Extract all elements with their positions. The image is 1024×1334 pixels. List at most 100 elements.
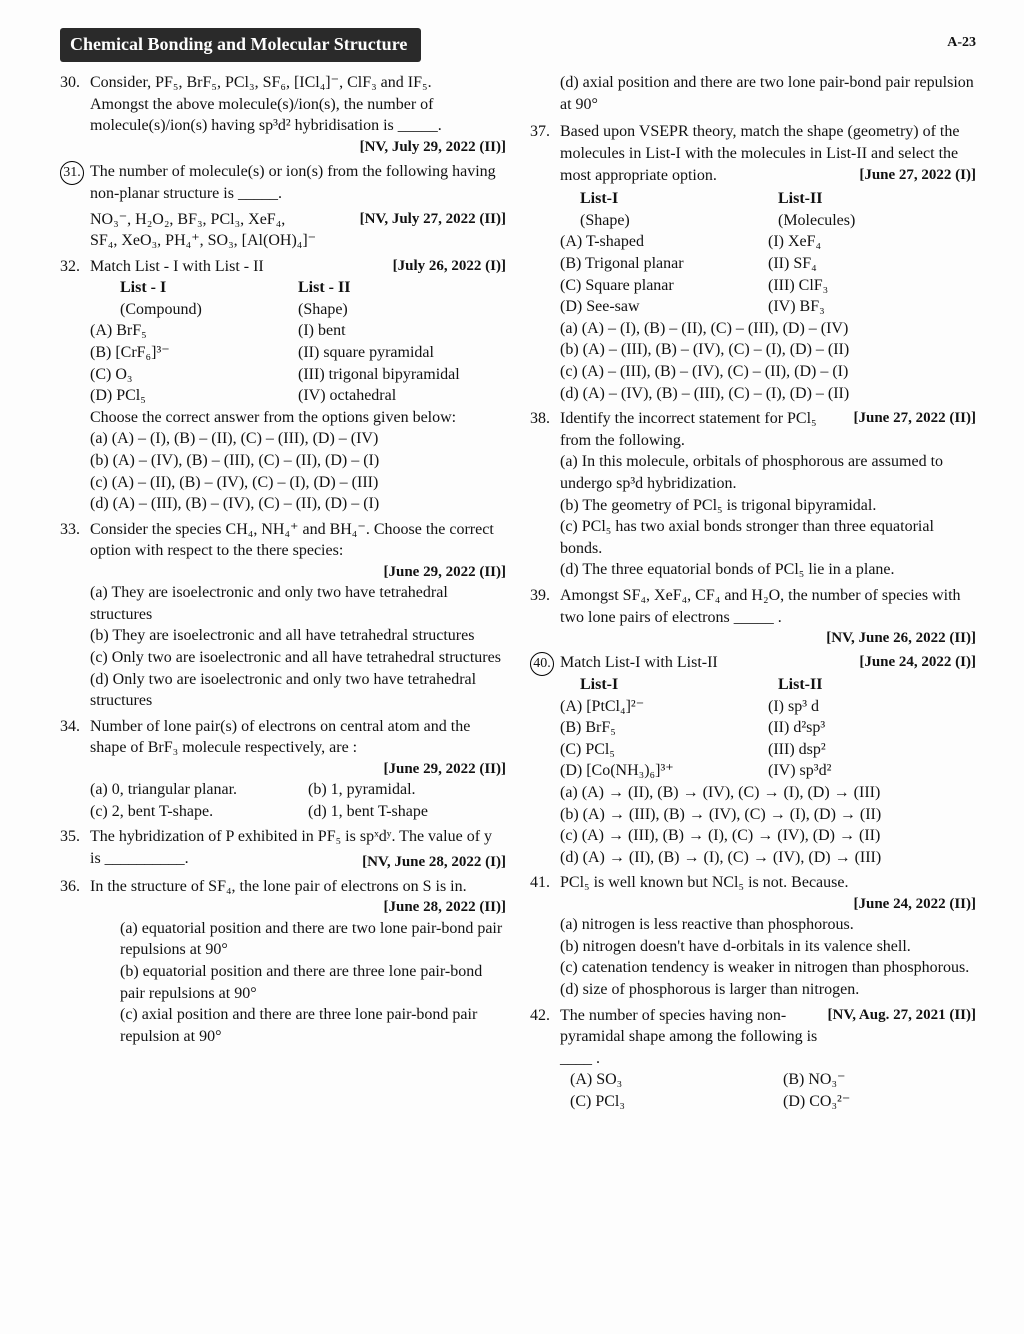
- q-num: 36.: [60, 876, 90, 1047]
- list-item: (IV) sp³d²: [768, 760, 976, 782]
- list-subheader: (Shape): [298, 299, 506, 321]
- q-ref: [July 26, 2022 (I)]: [393, 256, 506, 278]
- q-ref: [June 29, 2022 (II)]: [90, 759, 506, 779]
- list-subheader: (Compound): [120, 299, 298, 321]
- option-d: (d) (A) – (III), (B) – (IV), (C) – (II),…: [90, 493, 506, 515]
- list-item: (A) T-shaped: [560, 231, 768, 253]
- q-body: In the structure of SF₄, the lone pair o…: [90, 876, 506, 1047]
- list-subheader: (Molecules): [778, 210, 976, 232]
- option-a: (a) They are isoelectronic and only two …: [90, 582, 506, 625]
- q-num: 34.: [60, 716, 90, 823]
- question-37: 37. Based upon VSEPR theory, match the s…: [530, 121, 976, 404]
- q-num: 37.: [530, 121, 560, 404]
- option-b: (b) equatorial position and there are th…: [120, 961, 506, 1004]
- q-text: Identify the incorrect statement for PCl…: [560, 408, 848, 451]
- option-b: (b) (A) → (III), (B) → (IV), (C) → (I), …: [560, 804, 976, 826]
- choose-text: Choose the correct answer from the optio…: [90, 407, 506, 429]
- option-a: (a) 0, triangular planar.: [90, 779, 288, 801]
- q-text: Amongst SF₄, XeF₄, CF₄ and H₂O, the numb…: [560, 585, 976, 628]
- q-ref: [NV, July 29, 2022 (II)]: [90, 137, 506, 157]
- list-item: (III) dsp²: [768, 739, 976, 761]
- option-a: (a) In this molecule, orbitals of phosph…: [560, 451, 976, 494]
- question-39: 39. Amongst SF₄, XeF₄, CF₄ and H₂O, the …: [530, 585, 976, 648]
- q-text: In the structure of SF₄, the lone pair o…: [90, 876, 506, 898]
- question-32: 32. Match List - I with List - II [July …: [60, 256, 506, 515]
- option-d-q36: (d) axial position and there are two lon…: [560, 72, 976, 115]
- q-ref: [June 24, 2022 (II)]: [560, 894, 976, 914]
- question-33: 33. Consider the species CH₄, NH₄⁺ and B…: [60, 519, 506, 712]
- q-body: Number of lone pair(s) of electrons on c…: [90, 716, 506, 823]
- option-d: (d) (A) → (II), (B) → (I), (C) → (IV), (…: [560, 847, 976, 869]
- option-d: (d) Only two are isoelectronic and only …: [90, 669, 506, 712]
- list-item: (D) PCl₅: [90, 385, 298, 407]
- option-a: (a) (A) → (II), (B) → (IV), (C) → (I), (…: [560, 782, 976, 804]
- q-text: Consider, PF₅, BrF₅, PCl₃, SF₆, [ICl₄]⁻,…: [90, 72, 506, 94]
- q-ref: [June 29, 2022 (II)]: [90, 562, 506, 582]
- option-d: (D) CO₃²⁻: [783, 1091, 976, 1113]
- content-columns: 30. Consider, PF₅, BrF₅, PCl₃, SF₆, [ICl…: [60, 72, 976, 1116]
- q-text: Match List - I with List - II: [90, 256, 264, 278]
- list-item: (IV) octahedral: [298, 385, 506, 407]
- option-c: (c) (A) – (III), (B) – (IV), (C) – (II),…: [560, 361, 976, 383]
- option-c: (c) (A) → (III), (B) → (I), (C) → (IV), …: [560, 825, 976, 847]
- option-a: (a) (A) – (I), (B) – (II), (C) – (III), …: [90, 428, 506, 450]
- option-c: (c) catenation tendency is weaker in nit…: [560, 957, 976, 979]
- q-body: Identify the incorrect statement for PCl…: [560, 408, 976, 581]
- q-body: Match List - I with List - II [July 26, …: [90, 256, 506, 515]
- q-text: PCl₅ is well known but NCl₅ is not. Beca…: [560, 872, 976, 894]
- question-38: 38. Identify the incorrect statement for…: [530, 408, 976, 581]
- circle-icon: 40.: [530, 652, 554, 676]
- q-body: The number of species having non-pyramid…: [560, 1005, 976, 1113]
- list-header: List-I: [580, 674, 778, 696]
- list-item: (I) XeF₄: [768, 231, 976, 253]
- formula-line: SF₄, XeO₃, PH₄⁺, SO₃, [Al(OH)₄]⁻: [90, 230, 506, 252]
- list-item: (II) d²sp³: [768, 717, 976, 739]
- option-d: (d) (A) – (IV), (B) – (III), (C) – (I), …: [560, 383, 976, 405]
- list-item: (C) PCl₅: [560, 739, 768, 761]
- q-num: 33.: [60, 519, 90, 712]
- q-num: 30.: [60, 72, 90, 157]
- question-30: 30. Consider, PF₅, BrF₅, PCl₃, SF₆, [ICl…: [60, 72, 506, 157]
- option-d: (d) size of phosphorous is larger than n…: [560, 979, 976, 1001]
- match-rows: (A) [PtCl₄]²⁻ (B) BrF₅ (C) PCl₅ (D) [Co(…: [560, 696, 976, 782]
- list-item: (D) See-saw: [560, 296, 768, 318]
- q-body: Match List-I with List-II [June 24, 2022…: [560, 652, 976, 868]
- match-list: List-I (Shape) List-II (Molecules): [560, 188, 976, 231]
- q-text: Number of lone pair(s) of electrons on c…: [90, 716, 506, 759]
- q-ref: [June 27, 2022 (I)]: [859, 165, 976, 185]
- question-40: 40. Match List-I with List-II [June 24, …: [530, 652, 976, 868]
- list-item: (A) BrF₅: [90, 320, 298, 342]
- q-num: 32.: [60, 256, 90, 515]
- match-rows: (A) T-shaped (B) Trigonal planar (C) Squ…: [560, 231, 976, 317]
- formula-line: NO₃⁻, H₂O₂, BF₃, PCl₃, XeF₄,: [90, 209, 285, 231]
- q-body: Consider, PF₅, BrF₅, PCl₃, SF₆, [ICl₄]⁻,…: [90, 72, 506, 157]
- q-text: Amongst the above molecule(s)/ion(s), th…: [90, 94, 506, 137]
- q-body: The hybridization of P exhibited in PF₅ …: [90, 826, 506, 871]
- list-item: (IV) BF₃: [768, 296, 976, 318]
- option-c: (c) 2, bent T-shape.: [90, 801, 288, 823]
- list-item: (II) square pyramidal: [298, 342, 506, 364]
- option-b: (b) nitrogen doesn't have d-orbitals in …: [560, 936, 976, 958]
- option-b: (b) The geometry of PCl₅ is trigonal bip…: [560, 495, 976, 517]
- q-ref: [June 27, 2022 (II)]: [854, 408, 977, 451]
- list-item: (C) O₃: [90, 364, 298, 386]
- list-item: (I) bent: [298, 320, 506, 342]
- q-ref: [June 24, 2022 (I)]: [859, 652, 976, 674]
- option-c: (c) PCl₅ has two axial bonds stronger th…: [560, 516, 976, 559]
- q-body: Consider the species CH₄, NH₄⁺ and BH₄⁻.…: [90, 519, 506, 712]
- option-a: (a) (A) – (I), (B) – (II), (C) – (III), …: [560, 318, 976, 340]
- q-ref: [June 28, 2022 (II)]: [90, 897, 506, 917]
- q-num: 42.: [530, 1005, 560, 1113]
- q-num: 40.: [530, 652, 560, 868]
- list-header: List-I: [580, 188, 778, 210]
- chapter-header: Chemical Bonding and Molecular Structure: [60, 28, 421, 62]
- q-text: The number of species having non-pyramid…: [560, 1005, 822, 1070]
- option-d: (d) The three equatorial bonds of PCl₅ l…: [560, 559, 976, 581]
- q-ref: [NV, Aug. 27, 2021 (II)]: [828, 1005, 976, 1070]
- page: Chemical Bonding and Molecular Structure…: [0, 0, 1024, 1334]
- option-c: (C) PCl₃: [570, 1091, 763, 1113]
- option-a: (a) equatorial position and there are tw…: [120, 918, 506, 961]
- q-body: Amongst SF₄, XeF₄, CF₄ and H₂O, the numb…: [560, 585, 976, 648]
- list-item: (II) SF₄: [768, 253, 976, 275]
- option-c: (c) Only two are isoelectronic and all h…: [90, 647, 506, 669]
